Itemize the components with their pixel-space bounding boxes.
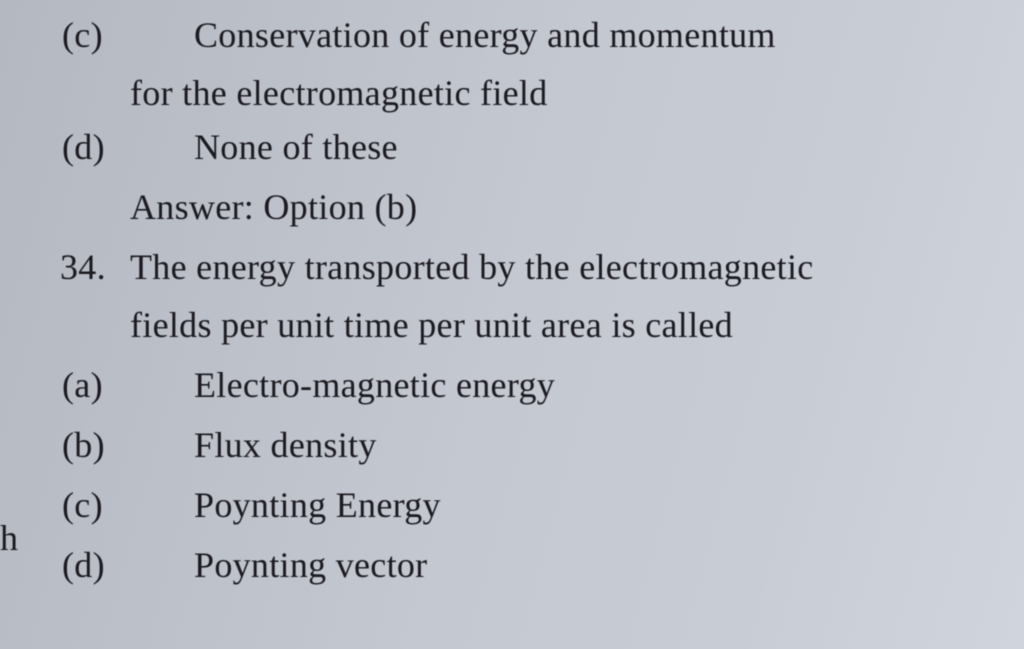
q34-question: 34.The energy transported by the electro… <box>60 240 984 294</box>
option-label-c: (c) <box>130 8 194 62</box>
option-b-text: Flux density <box>194 425 377 465</box>
option-label-a: (a) <box>130 358 194 412</box>
q33-answer: Answer: Option (b) <box>130 180 984 234</box>
option-c-text-line2: for the electromagnetic field <box>130 73 548 113</box>
option-d-text: Poynting vector <box>194 545 427 585</box>
left-cut-fragment: h <box>0 517 20 559</box>
option-c-text-line1: Conservation of energy and momentum <box>194 15 776 55</box>
q34-question-cont: fields per unit time per unit area is ca… <box>130 298 984 352</box>
document-page: (c)Conservation of energy and momentum f… <box>0 0 1024 649</box>
option-c-text: Poynting Energy <box>194 485 441 525</box>
q33-option-c: (c)Conservation of energy and momentum <box>130 8 984 62</box>
q33-option-c-cont: for the electromagnetic field <box>130 66 984 120</box>
q34-option-c: (c)Poynting Energy <box>130 478 984 532</box>
option-label-d: (d) <box>130 120 194 174</box>
option-a-text: Electro-magnetic energy <box>194 365 555 405</box>
q34-text-line1: The energy transported by the electromag… <box>130 247 814 287</box>
question-number: 34. <box>60 240 130 294</box>
answer-text: Answer: Option (b) <box>130 187 417 227</box>
q34-option-d: (d)Poynting vector <box>130 538 984 592</box>
q33-option-d: (d)None of these <box>130 120 984 174</box>
left-fragment-text: h <box>0 518 18 558</box>
option-d-text: None of these <box>194 127 398 167</box>
option-label-d2: (d) <box>130 538 194 592</box>
q34-option-a: (a)Electro-magnetic energy <box>130 358 984 412</box>
q34-option-b: (b)Flux density <box>130 418 984 472</box>
option-label-c2: (c) <box>130 478 194 532</box>
q34-text-line2: fields per unit time per unit area is ca… <box>130 305 733 345</box>
option-label-b: (b) <box>130 418 194 472</box>
